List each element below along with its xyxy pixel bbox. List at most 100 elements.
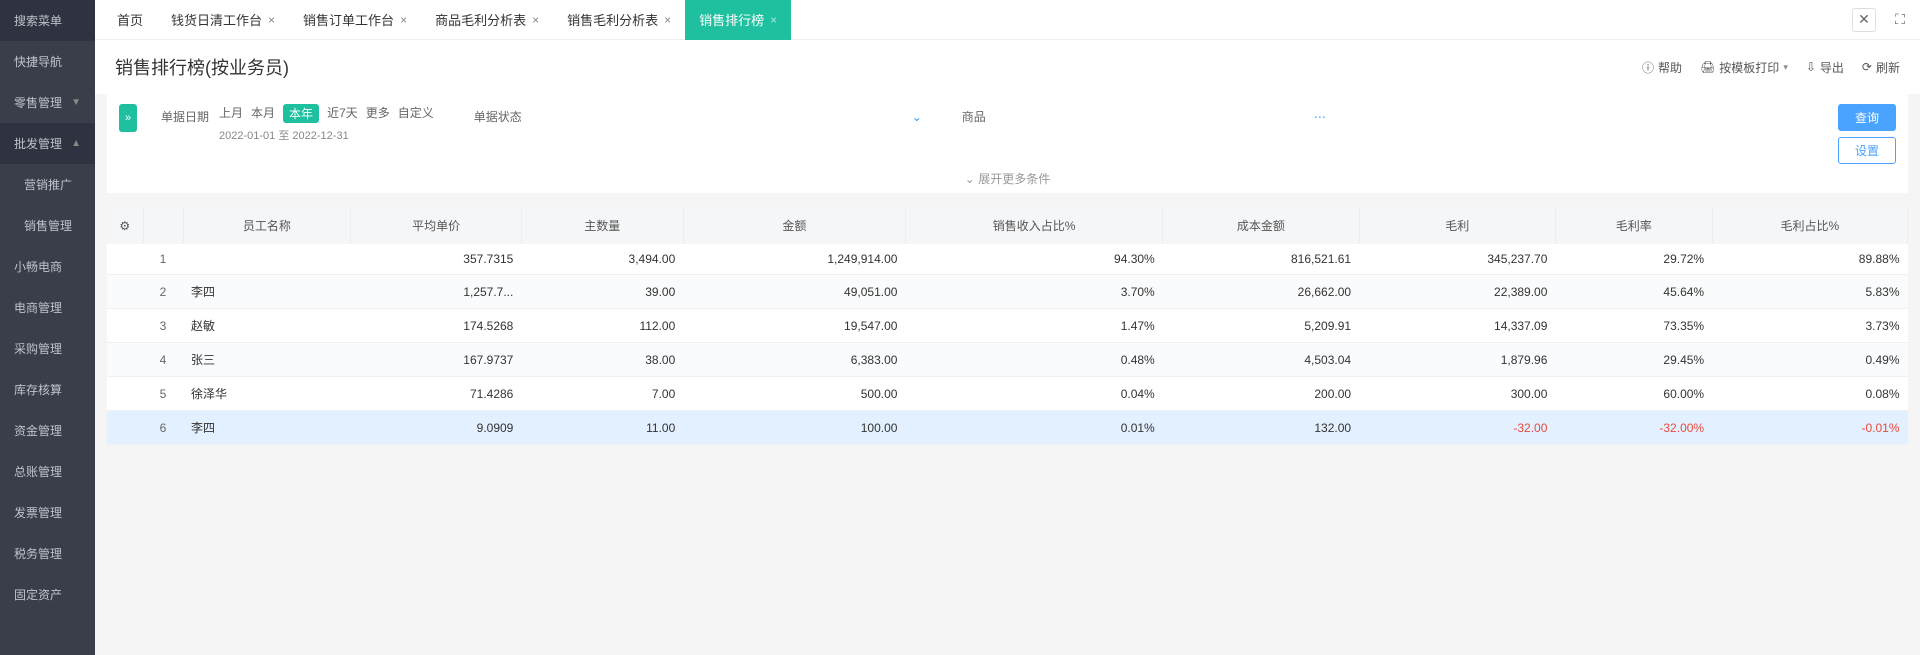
- collapse-filters-button[interactable]: »: [119, 104, 137, 132]
- column-header[interactable]: 销售收入占比%: [905, 207, 1162, 244]
- tab[interactable]: 销售毛利分析表 ×: [553, 0, 685, 40]
- cell: 0.04%: [905, 377, 1162, 411]
- caret-icon: ▼: [71, 97, 81, 108]
- cell: 张三: [183, 343, 351, 377]
- fullscreen-button[interactable]: ⛶: [1888, 8, 1912, 32]
- sidebar-item-label: 搜索菜单: [14, 12, 62, 29]
- sidebar-item[interactable]: 总账管理: [0, 451, 95, 492]
- print-label: 按模板打印: [1719, 59, 1779, 76]
- date-range-preset[interactable]: 更多: [366, 104, 390, 123]
- date-range-preset[interactable]: 自定义: [398, 104, 434, 123]
- print-icon: 🖨: [1700, 60, 1715, 74]
- cell: 29.45%: [1555, 343, 1712, 377]
- close-icon[interactable]: ×: [532, 13, 539, 27]
- cell: 345,237.70: [1359, 244, 1555, 275]
- cell: [107, 377, 143, 411]
- expand-filters-label: 展开更多条件: [978, 172, 1050, 186]
- cell: -0.01%: [1712, 411, 1907, 445]
- product-input[interactable]: ⋯: [996, 104, 1326, 130]
- sidebar-item[interactable]: 批发管理▲: [0, 123, 95, 164]
- tab[interactable]: 销售订单工作台×: [289, 0, 421, 40]
- table-row[interactable]: 2李四1,257.7...39.0049,051.003.70%26,662.0…: [107, 275, 1908, 309]
- close-icon[interactable]: ×: [400, 13, 407, 27]
- tab-label: 销售毛利分析表: [567, 10, 658, 29]
- sidebar-item[interactable]: 资金管理: [0, 410, 95, 451]
- column-header[interactable]: 毛利: [1359, 207, 1555, 244]
- table-row[interactable]: 1357.73153,494.001,249,914.0094.30%816,5…: [107, 244, 1908, 275]
- cell: 816,521.61: [1163, 244, 1359, 275]
- cell: 4,503.04: [1163, 343, 1359, 377]
- sidebar-item[interactable]: 小畅电商: [0, 246, 95, 287]
- tab[interactable]: 销售排行榜×: [685, 0, 791, 40]
- status-select[interactable]: ⌄: [532, 104, 922, 130]
- close-icon[interactable]: ×: [770, 13, 777, 27]
- gear-icon[interactable]: ⚙: [107, 207, 143, 244]
- date-range-preset[interactable]: 本年: [283, 104, 319, 123]
- cell: 357.7315: [351, 244, 522, 275]
- product-filter-label: 商品: [962, 104, 986, 125]
- sidebar-item-label: 零售管理: [14, 94, 62, 111]
- column-header[interactable]: 金额: [683, 207, 905, 244]
- sidebar-item[interactable]: 固定资产: [0, 574, 95, 615]
- cell: 500.00: [683, 377, 905, 411]
- sidebar-item[interactable]: 电商管理: [0, 287, 95, 328]
- cell: 6,383.00: [683, 343, 905, 377]
- cell: 5.83%: [1712, 275, 1907, 309]
- cell: 9.0909: [351, 411, 522, 445]
- close-icon[interactable]: ×: [664, 13, 671, 27]
- cell: 3.70%: [905, 275, 1162, 309]
- sidebar-item[interactable]: 库存核算: [0, 369, 95, 410]
- refresh-button[interactable]: ⟳刷新: [1862, 59, 1900, 76]
- sidebar-item[interactable]: 营销推广: [0, 164, 95, 205]
- sidebar-item-label: 发票管理: [14, 504, 62, 521]
- sidebar-item[interactable]: 税务管理: [0, 533, 95, 574]
- date-range-preset[interactable]: 近7天: [327, 104, 358, 123]
- date-range-display: 2022-01-01 至 2022-12-31: [219, 127, 434, 143]
- sidebar-item-label: 批发管理: [14, 135, 62, 152]
- tab[interactable]: 商品毛利分析表×: [421, 0, 553, 40]
- table-row[interactable]: 3赵敏174.5268112.0019,547.001.47%5,209.911…: [107, 309, 1908, 343]
- date-range-preset[interactable]: 本月: [251, 104, 275, 123]
- tabbar: 首页钱货日清工作台×销售订单工作台×商品毛利分析表×销售毛利分析表×销售排行榜×…: [95, 0, 1920, 40]
- print-template-button[interactable]: 🖨按模板打印▾: [1700, 59, 1788, 76]
- table-row[interactable]: 5徐泽华71.42867.00500.000.04%200.00300.0060…: [107, 377, 1908, 411]
- cell: 38.00: [521, 343, 683, 377]
- export-icon: ⇩: [1806, 60, 1816, 74]
- column-header[interactable]: 成本金额: [1163, 207, 1359, 244]
- query-button[interactable]: 查询: [1838, 104, 1896, 131]
- tab[interactable]: 钱货日清工作台×: [157, 0, 289, 40]
- column-header[interactable]: 毛利率: [1555, 207, 1712, 244]
- export-button[interactable]: ⇩导出: [1806, 59, 1844, 76]
- column-header[interactable]: 员工名称: [183, 207, 351, 244]
- column-header[interactable]: 毛利占比%: [1712, 207, 1907, 244]
- settings-button[interactable]: 设置: [1838, 137, 1896, 164]
- cell: 1,249,914.00: [683, 244, 905, 275]
- sidebar-item[interactable]: 零售管理 ▼: [0, 82, 95, 123]
- sidebar-item[interactable]: 采购管理: [0, 328, 95, 369]
- help-button[interactable]: ⓘ帮助: [1642, 59, 1682, 76]
- column-header[interactable]: 主数量: [521, 207, 683, 244]
- tab[interactable]: 首页: [103, 0, 157, 40]
- sidebar-item-label: 采购管理: [14, 340, 62, 357]
- date-range-preset[interactable]: 上月: [219, 104, 243, 123]
- sidebar-item[interactable]: 快捷导航: [0, 41, 95, 82]
- tabs-close-all-button[interactable]: ✕: [1852, 8, 1876, 32]
- sidebar: 搜索菜单快捷导航零售管理 ▼ 批发管理▲营销推广销售管理小畅电商电商管理采购管理库存…: [0, 0, 95, 655]
- cell: 3,494.00: [521, 244, 683, 275]
- table-row[interactable]: 6李四9.090911.00100.000.01%132.00-32.00-32…: [107, 411, 1908, 445]
- cell: 7.00: [521, 377, 683, 411]
- date-from: 2022-01-01: [219, 130, 275, 142]
- sidebar-item[interactable]: 搜索菜单: [0, 0, 95, 41]
- sidebar-item[interactable]: 发票管理: [0, 492, 95, 533]
- cell: [107, 343, 143, 377]
- column-header[interactable]: 平均单价: [351, 207, 522, 244]
- cell: [107, 411, 143, 445]
- cell: 0.48%: [905, 343, 1162, 377]
- cell: 11.00: [521, 411, 683, 445]
- table-row[interactable]: 4张三167.973738.006,383.000.48%4,503.041,8…: [107, 343, 1908, 377]
- expand-filters-button[interactable]: ⌄ 展开更多条件: [107, 164, 1908, 193]
- sidebar-item-label: 资金管理: [14, 422, 62, 439]
- close-icon[interactable]: ×: [268, 13, 275, 27]
- sidebar-item[interactable]: 销售管理: [0, 205, 95, 246]
- cell: 49,051.00: [683, 275, 905, 309]
